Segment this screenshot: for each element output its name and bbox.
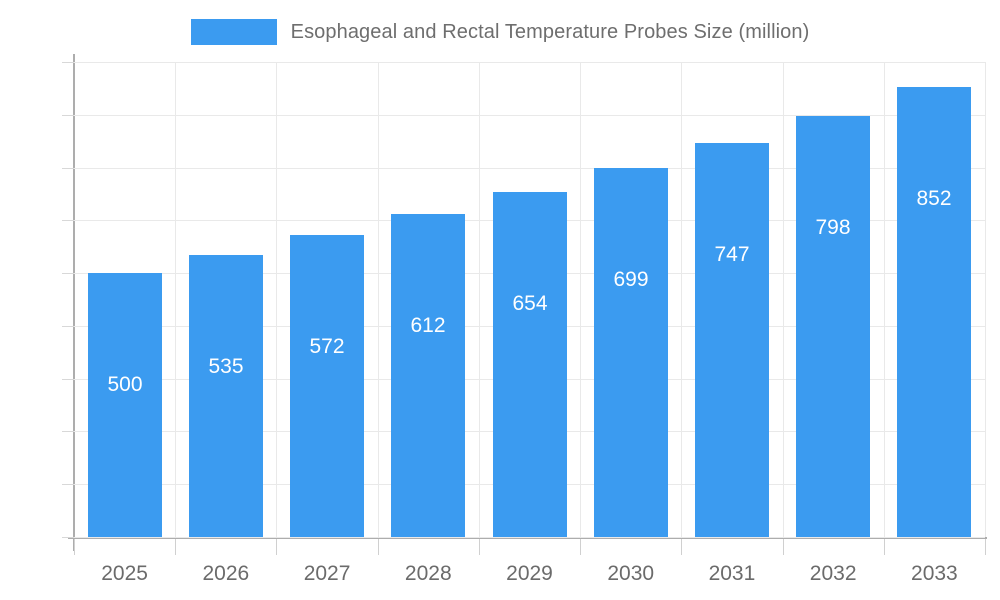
x-tick-mark (783, 539, 784, 555)
x-axis-tick-label: 2030 (607, 562, 655, 585)
y-tick-mark (62, 167, 74, 169)
gridline-vertical (479, 62, 480, 537)
x-tick-mark (884, 539, 885, 555)
x-axis-tick-label: 2028 (404, 562, 452, 585)
bar-value-label: 500 (107, 373, 143, 397)
x-axis-tick-label: 2031 (708, 562, 756, 585)
gridline-horizontal (74, 167, 985, 169)
gridline-horizontal (74, 537, 985, 538)
chart-legend: Esophageal and Rectal Temperature Probes… (0, 14, 1000, 50)
x-tick-mark (681, 539, 682, 555)
legend-swatch-icon (190, 19, 277, 45)
gridline-vertical (175, 62, 176, 537)
x-tick-mark (74, 539, 75, 555)
bar[interactable]: 654 (493, 191, 567, 537)
bar-value-label: 798 (815, 215, 851, 239)
bar-value-label: 654 (512, 291, 548, 315)
gridline-vertical (276, 62, 277, 537)
x-axis-line (68, 537, 987, 539)
bar[interactable]: 500 (88, 273, 162, 537)
y-tick-mark (62, 220, 74, 222)
y-tick-mark (62, 273, 74, 275)
x-tick-mark (479, 539, 480, 555)
y-tick-mark (62, 484, 74, 486)
y-tick-mark (62, 62, 74, 63)
bar[interactable]: 699 (594, 168, 668, 537)
y-axis-line (73, 54, 75, 551)
legend-item-series-0[interactable]: Esophageal and Rectal Temperature Probes… (190, 19, 810, 45)
x-axis-tick-label: 2027 (303, 562, 351, 585)
gridline-horizontal (74, 62, 985, 63)
bar[interactable]: 852 (897, 87, 971, 537)
x-tick-mark (175, 539, 176, 555)
bar[interactable]: 535 (189, 254, 263, 537)
bar-value-label: 699 (613, 268, 649, 292)
gridline-vertical (681, 62, 682, 537)
gridline-vertical (378, 62, 379, 537)
bar[interactable]: 572 (290, 235, 364, 537)
x-axis-tick-label: 2025 (101, 562, 148, 585)
bar-value-label: 747 (714, 242, 750, 266)
legend-label: Esophageal and Rectal Temperature Probes… (290, 20, 810, 43)
y-tick-mark (62, 325, 74, 327)
gridline-vertical (884, 62, 885, 537)
bar[interactable]: 798 (796, 115, 870, 537)
bar[interactable]: 612 (391, 214, 465, 537)
y-tick-mark (62, 431, 74, 433)
gridline-horizontal (74, 114, 985, 116)
gridline-vertical (580, 62, 581, 537)
x-axis-tick-label: 2026 (202, 562, 250, 585)
bar[interactable]: 747 (695, 142, 769, 537)
bar-value-label: 852 (916, 187, 952, 211)
x-axis-tick-label: 2032 (809, 562, 857, 585)
y-tick-mark (62, 378, 74, 380)
x-tick-mark (378, 539, 379, 555)
bar-value-label: 572 (309, 335, 345, 359)
plot-area: 0100200300400500600700800900500202553520… (62, 54, 987, 585)
gridline-vertical (783, 62, 784, 537)
y-tick-mark (62, 537, 74, 538)
x-tick-mark (276, 539, 277, 555)
x-tick-mark (580, 539, 581, 555)
y-tick-mark (62, 114, 74, 116)
x-tick-mark (985, 539, 986, 555)
gridline-vertical (985, 62, 986, 537)
x-axis-tick-label: 2033 (911, 562, 958, 585)
bar-value-label: 535 (208, 354, 244, 378)
bar-value-label: 612 (410, 314, 446, 337)
x-axis-tick-label: 2029 (506, 562, 553, 585)
